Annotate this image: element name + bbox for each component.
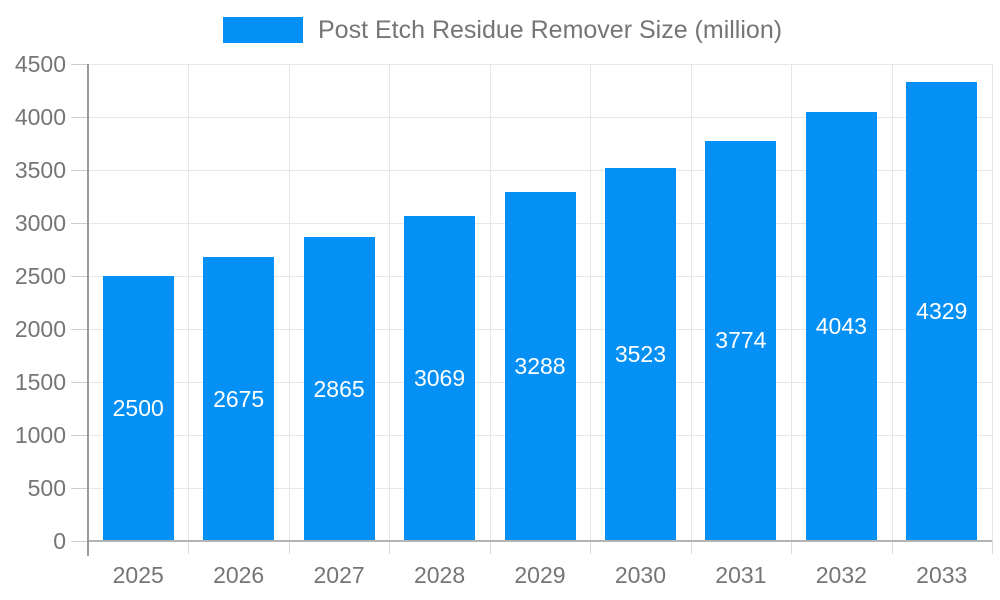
x-tick: [489, 541, 491, 554]
v-gridline: [690, 64, 692, 541]
y-tick: [71, 382, 88, 383]
bar-value-label: 3288: [514, 353, 566, 380]
y-axis-label: 1000: [14, 422, 66, 448]
bar[interactable]: 2500: [102, 276, 174, 540]
v-gridline: [992, 64, 993, 541]
bar-value-label: 4329: [916, 298, 968, 325]
legend-label: Post Etch Residue Remover Size (million): [318, 15, 783, 44]
y-axis-label: 2000: [14, 316, 66, 342]
x-axis-label: 2028: [413, 562, 466, 588]
y-tick: [71, 276, 88, 277]
x-axis-label: 2025: [112, 562, 164, 588]
bar[interactable]: 3774: [705, 140, 777, 540]
x-tick: [891, 541, 893, 554]
bar[interactable]: 3288: [504, 192, 576, 540]
v-gridline: [590, 64, 592, 541]
bar[interactable]: 3069: [404, 215, 476, 540]
x-axis-label: 2033: [916, 562, 968, 588]
x-tick: [791, 541, 793, 554]
bar-value-label: 4043: [815, 313, 867, 340]
x-tick: [389, 541, 391, 554]
y-axis-label: 2500: [14, 263, 66, 289]
bar-value-label: 2500: [112, 395, 164, 421]
x-axis-label: 2027: [313, 562, 365, 588]
x-axis-label: 2031: [715, 562, 767, 588]
y-axis-label: 0: [53, 528, 66, 554]
h-gridline: [88, 170, 992, 171]
v-gridline: [791, 64, 793, 541]
h-gridline: [88, 64, 992, 65]
y-tick: [71, 435, 88, 436]
y-axis-label: 4000: [14, 104, 66, 130]
legend-swatch: [223, 17, 303, 43]
y-tick: [71, 117, 88, 118]
y-tick: [71, 64, 88, 65]
bar-value-label: 2675: [213, 385, 265, 412]
y-tick: [71, 488, 88, 489]
x-tick: [992, 541, 993, 554]
x-axis-label: 2032: [815, 562, 867, 588]
bar-value-label: 2865: [313, 375, 365, 402]
x-axis-label: 2030: [614, 562, 667, 588]
x-tick: [590, 541, 592, 554]
y-axis-line: [87, 64, 89, 556]
x-axis-line: [88, 540, 992, 542]
y-axis-label: 4500: [14, 51, 66, 77]
bar-value-label: 3774: [715, 327, 767, 354]
y-axis-label: 500: [27, 475, 66, 501]
x-tick: [288, 541, 290, 554]
x-axis-label: 2026: [213, 562, 265, 588]
bar[interactable]: 2675: [203, 257, 275, 540]
y-tick: [71, 541, 88, 542]
v-gridline: [288, 64, 290, 541]
y-axis-label: 3500: [14, 157, 66, 183]
v-gridline: [891, 64, 893, 541]
bar[interactable]: 4043: [805, 112, 877, 540]
bar-value-label: 3069: [413, 364, 466, 391]
x-tick: [690, 541, 692, 554]
v-gridline: [489, 64, 491, 541]
legend[interactable]: Post Etch Residue Remover Size (million): [223, 15, 782, 45]
y-tick: [71, 170, 88, 171]
bar-value-label: 3523: [614, 340, 667, 367]
bar[interactable]: 4329: [906, 82, 978, 540]
y-axis-label: 3000: [14, 210, 66, 236]
h-gridline: [88, 117, 992, 118]
bar[interactable]: 3523: [604, 167, 676, 540]
y-tick: [71, 329, 88, 330]
v-gridline: [188, 64, 190, 541]
x-axis-label: 2029: [514, 562, 566, 588]
v-gridline: [389, 64, 391, 541]
y-tick: [71, 223, 88, 224]
x-tick: [188, 541, 190, 554]
y-axis-label: 1500: [14, 369, 66, 395]
bar[interactable]: 2865: [303, 237, 375, 540]
